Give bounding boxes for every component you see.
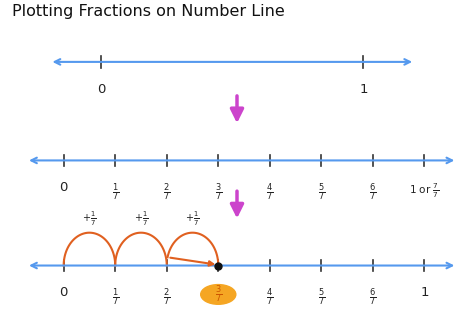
Text: $+\frac{1}{7}$: $+\frac{1}{7}$	[185, 209, 200, 228]
Text: Plotting Fractions on Number Line: Plotting Fractions on Number Line	[12, 4, 285, 19]
Text: $\frac{4}{7}$: $\frac{4}{7}$	[266, 286, 273, 308]
Text: $\frac{2}{7}$: $\frac{2}{7}$	[163, 286, 170, 308]
Text: 0: 0	[97, 82, 105, 96]
Text: $\frac{3}{7}$: $\frac{3}{7}$	[215, 284, 222, 305]
Text: $+\frac{1}{7}$: $+\frac{1}{7}$	[82, 209, 97, 228]
Text: $\frac{3}{7}$: $\frac{3}{7}$	[215, 181, 222, 203]
Text: $\frac{1}{7}$: $\frac{1}{7}$	[111, 286, 119, 308]
Text: $+\frac{1}{7}$: $+\frac{1}{7}$	[134, 209, 148, 228]
Text: $\frac{5}{7}$: $\frac{5}{7}$	[318, 286, 325, 308]
Ellipse shape	[201, 285, 236, 304]
Text: $\frac{2}{7}$: $\frac{2}{7}$	[163, 181, 170, 203]
Text: $\frac{6}{7}$: $\frac{6}{7}$	[369, 181, 376, 203]
Text: 0: 0	[60, 181, 68, 194]
Text: $\frac{5}{7}$: $\frac{5}{7}$	[318, 181, 325, 203]
Text: 1: 1	[420, 286, 428, 299]
Text: 1: 1	[359, 82, 368, 96]
Text: $\frac{4}{7}$: $\frac{4}{7}$	[266, 181, 273, 203]
Text: $1\ \rm{or}\ \frac{7}{7}$: $1\ \rm{or}\ \frac{7}{7}$	[409, 181, 440, 200]
Text: 0: 0	[60, 286, 68, 299]
Text: $\frac{1}{7}$: $\frac{1}{7}$	[111, 181, 119, 203]
Text: $\frac{6}{7}$: $\frac{6}{7}$	[369, 286, 376, 308]
